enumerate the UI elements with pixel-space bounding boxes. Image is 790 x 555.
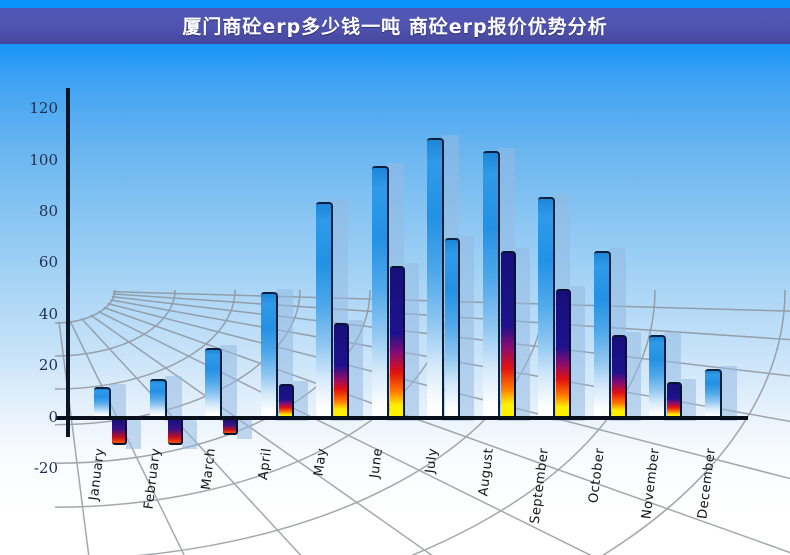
bar-november-2 bbox=[667, 381, 682, 418]
bar-shadow-october-2 bbox=[625, 332, 641, 422]
bar-august-blue bbox=[482, 150, 500, 418]
y-axis-label-100: 100 bbox=[29, 150, 58, 169]
x-axis-label-wrap: December bbox=[694, 447, 719, 524]
x-axis-label-november: November bbox=[639, 447, 663, 521]
bar-september-blue bbox=[538, 196, 555, 418]
x-axis-baseline bbox=[56, 416, 748, 420]
x-axis-label-february: February bbox=[141, 447, 164, 511]
x-axis-label-wrap: May bbox=[311, 447, 330, 481]
mesh-ray bbox=[97, 310, 592, 555]
x-axis-label-wrap: April bbox=[255, 447, 275, 485]
bar-may-2 bbox=[334, 322, 349, 418]
mesh-ray bbox=[90, 314, 433, 555]
bar-shadow-january bbox=[109, 383, 126, 422]
x-axis-label-wrap: September bbox=[527, 447, 552, 529]
x-axis-label-september: September bbox=[527, 447, 552, 525]
x-axis-label-wrap: February bbox=[141, 447, 164, 514]
bar-june-blue bbox=[371, 165, 389, 418]
axis-labels-layer: January February March April May June July Augu… bbox=[0, 44, 790, 555]
y-axis-label-120: 120 bbox=[29, 99, 58, 118]
bar-september-2 bbox=[556, 289, 571, 418]
x-axis-label-may: May bbox=[311, 447, 330, 478]
bar-february-blue bbox=[149, 378, 167, 418]
y-axis-line bbox=[66, 88, 70, 437]
bar-shadow-september-2 bbox=[570, 286, 585, 422]
bar-october-2 bbox=[611, 335, 627, 418]
bar-shadow-february-2 bbox=[181, 419, 197, 450]
bar-december-blue bbox=[704, 368, 722, 418]
bar-shadow-july-2 bbox=[459, 234, 474, 422]
bar-february-2 bbox=[167, 419, 183, 446]
bar-april-blue bbox=[260, 291, 278, 418]
x-axis-label-april: April bbox=[255, 447, 275, 481]
x-axis-label-october: October bbox=[585, 447, 608, 505]
bars-layer bbox=[0, 44, 790, 555]
axes-layer bbox=[0, 44, 790, 555]
bar-august-2 bbox=[500, 250, 516, 418]
bar-july-blue bbox=[427, 137, 444, 418]
bar-shadow-november-2 bbox=[681, 378, 696, 422]
x-axis-label-wrap: July bbox=[422, 447, 441, 478]
x-axis-label-wrap: March bbox=[198, 447, 219, 495]
y-axis-label-0: 0 bbox=[48, 407, 58, 426]
bar-march-2 bbox=[223, 419, 238, 435]
bar-january-2 bbox=[112, 419, 127, 446]
bar-may-blue bbox=[316, 201, 333, 418]
y-axis-label-40: 40 bbox=[38, 304, 58, 323]
x-axis-label-december: December bbox=[694, 447, 719, 520]
bar-march-blue bbox=[205, 348, 222, 418]
y-axis-label-60: 60 bbox=[38, 253, 58, 272]
bar-shadow-may-2 bbox=[348, 319, 363, 422]
bar-june-2 bbox=[389, 266, 405, 418]
bar-october-blue bbox=[593, 250, 611, 418]
bar-november-blue bbox=[649, 335, 666, 418]
bar-shadow-march-2 bbox=[237, 419, 252, 439]
banner-top-strip bbox=[0, 0, 790, 8]
x-axis-label-wrap: June bbox=[366, 447, 386, 483]
x-axis-label-march: March bbox=[198, 447, 219, 491]
bar-shadow-august-2 bbox=[514, 247, 530, 422]
x-axis-label-wrap: October bbox=[585, 447, 608, 508]
y-axis-label-80: 80 bbox=[38, 202, 58, 221]
y-axis-label-20: 20 bbox=[38, 356, 58, 375]
title-banner: 厦门商砼erp多少钱一吨 商砼erp报价优势分析 bbox=[0, 8, 790, 44]
bar-july-2 bbox=[445, 237, 460, 418]
x-axis-label-august: August bbox=[475, 447, 497, 498]
mesh-ray bbox=[112, 290, 790, 312]
bar-shadow-december bbox=[719, 365, 737, 422]
x-axis-label-january: January bbox=[86, 447, 108, 502]
x-axis-label-june: June bbox=[366, 447, 386, 480]
bar-shadow-february bbox=[164, 375, 182, 422]
y-axis-label--20: -20 bbox=[33, 458, 58, 477]
bar-april-2 bbox=[278, 384, 294, 418]
bar-chart: January February March April May June July Augu… bbox=[0, 44, 790, 555]
bar-shadow-april-2 bbox=[292, 381, 308, 422]
x-axis-label-july: July bbox=[422, 447, 441, 475]
mesh-arc bbox=[54, 289, 236, 390]
page-title: 厦门商砼erp多少钱一吨 商砼erp报价优势分析 bbox=[182, 15, 608, 38]
x-axis-label-wrap: November bbox=[639, 447, 663, 524]
mesh-arc bbox=[135, 289, 546, 555]
mesh-ray bbox=[80, 317, 302, 555]
x-axis-label-wrap: August bbox=[475, 447, 497, 501]
bar-shadow-june-2 bbox=[403, 263, 419, 422]
mesh-ray bbox=[112, 293, 790, 341]
bar-shadow-january-2 bbox=[126, 419, 141, 450]
bar-shadow-march bbox=[220, 345, 237, 422]
bar-january-blue bbox=[94, 386, 111, 418]
x-axis-label-wrap: January bbox=[86, 447, 108, 505]
mesh-arc bbox=[601, 289, 786, 555]
